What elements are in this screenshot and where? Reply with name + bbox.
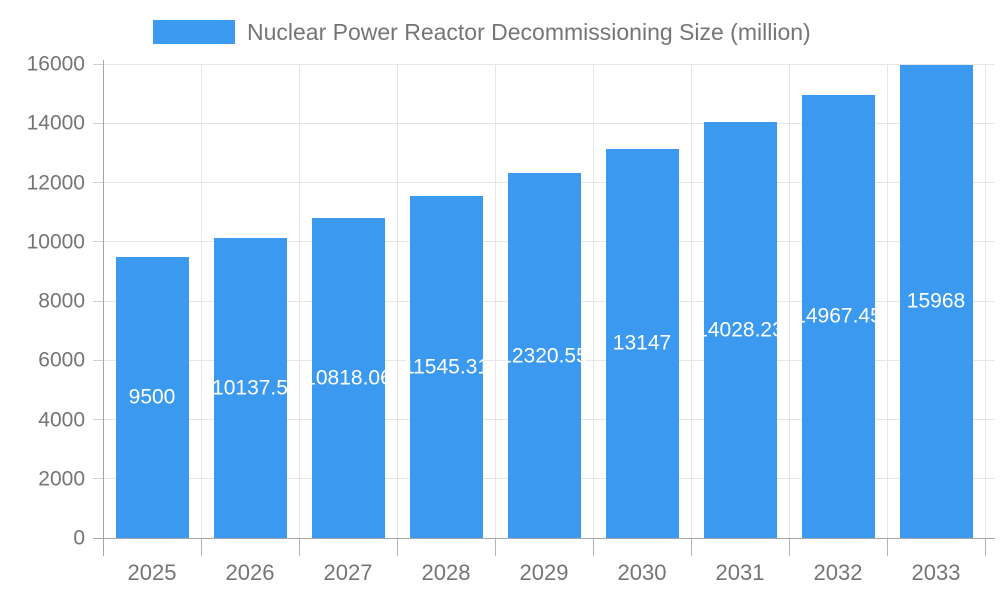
x-axis-tick	[200, 538, 202, 556]
gridline-horizontal	[103, 122, 995, 124]
x-axis-tick	[886, 538, 888, 556]
gridline-vertical	[298, 64, 300, 538]
y-tick-label: 16000	[26, 52, 85, 76]
bar-value-label: 10137.5	[212, 376, 288, 400]
legend: Nuclear Power Reactor Decommissioning Si…	[153, 18, 811, 45]
x-axis-tick	[592, 538, 594, 556]
bar-2028	[409, 195, 483, 538]
bar-2025	[115, 256, 189, 538]
legend-swatch	[153, 20, 235, 44]
y-tick-label: 12000	[26, 171, 85, 194]
x-axis-line	[93, 537, 995, 539]
y-tick-label: 0	[73, 526, 85, 550]
y-axis-tick	[93, 122, 103, 124]
bar-2031	[703, 122, 777, 538]
x-axis-tick	[494, 538, 496, 556]
y-axis-tick	[93, 63, 103, 65]
bar-value-label: 10818.06	[304, 366, 392, 390]
bar-2032	[801, 94, 875, 538]
x-tick-label: 2033	[911, 560, 961, 585]
x-axis-tick	[690, 538, 692, 556]
y-axis-tick	[93, 182, 103, 183]
x-tick-label: 2029	[519, 560, 569, 585]
bar-value-label: 14967.45	[794, 304, 882, 328]
bar-value-label: 14028.23	[696, 318, 784, 342]
x-tick-label: 2027	[323, 560, 373, 585]
y-axis-tick	[93, 478, 103, 480]
gridline-vertical	[690, 64, 692, 538]
bar-2026	[213, 237, 287, 538]
x-axis-tick	[298, 538, 300, 556]
x-tick-label: 2026	[225, 560, 275, 585]
y-axis-tick	[93, 241, 103, 243]
x-tick-label: 2030	[617, 560, 667, 585]
y-axis-tick	[93, 419, 103, 420]
y-axis-tick	[93, 300, 103, 302]
bar-2029	[507, 173, 581, 538]
x-axis-tick	[788, 538, 790, 556]
bar-2030	[605, 148, 679, 538]
x-tick-label: 2028	[421, 560, 471, 585]
bar-value-label: 15968	[906, 289, 966, 313]
y-tick-label: 2000	[38, 467, 85, 491]
y-tick-label: 10000	[26, 230, 85, 254]
bar-value-label: 13147	[612, 331, 672, 355]
x-tick-label: 2032	[813, 560, 863, 585]
y-tick-label: 8000	[38, 289, 85, 313]
y-tick-label: 4000	[38, 408, 85, 431]
bar-value-label: 11545.31	[402, 355, 490, 379]
gridline-vertical	[592, 64, 594, 538]
bar-value-label: 12320.55	[500, 344, 588, 367]
x-tick-label: 2031	[715, 560, 765, 585]
y-axis-tick	[93, 359, 103, 361]
gridline-vertical	[494, 64, 496, 538]
gridline-horizontal	[103, 63, 995, 65]
chart-title: Nuclear Power Reactor Decommissioning Si…	[247, 18, 811, 45]
x-tick-label: 2025	[127, 560, 177, 585]
y-tick-label: 14000	[26, 111, 85, 135]
gridline-vertical	[788, 64, 790, 538]
y-axis-line	[102, 60, 104, 556]
x-axis-tick	[396, 538, 398, 556]
bar-2033	[899, 64, 973, 538]
y-tick-label: 6000	[38, 348, 85, 372]
gridline-vertical	[886, 64, 888, 538]
gridline-vertical	[984, 64, 986, 538]
bar-2027	[311, 217, 385, 538]
bar-value-label: 9500	[128, 385, 176, 409]
gridline-vertical	[396, 64, 398, 538]
gridline-vertical	[200, 64, 202, 538]
x-axis-tick	[984, 538, 986, 556]
